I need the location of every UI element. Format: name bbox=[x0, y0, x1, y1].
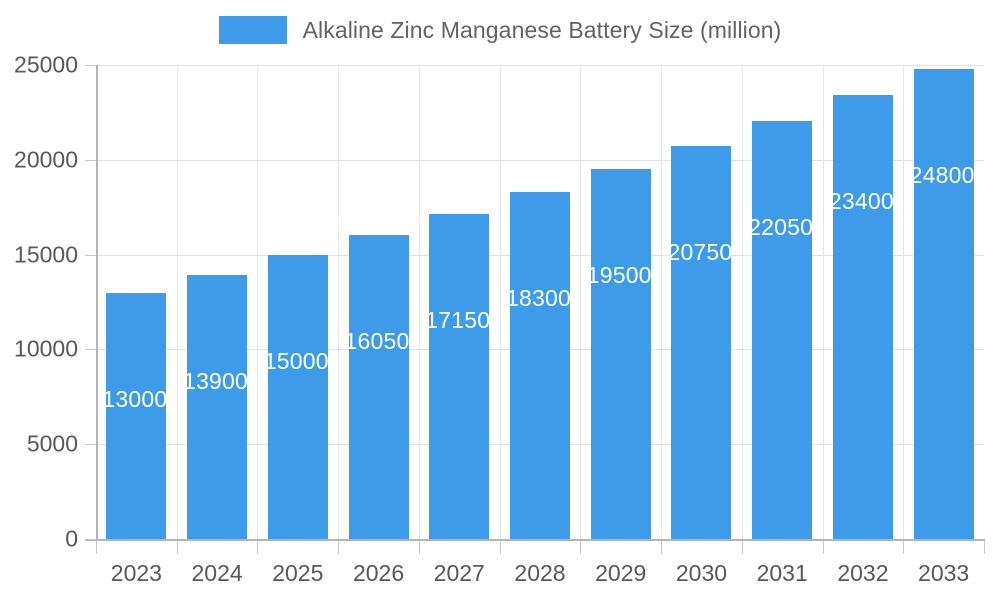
y-tick-mark bbox=[85, 349, 96, 351]
x-tick-label: 2025 bbox=[272, 560, 324, 586]
y-gridline bbox=[96, 65, 984, 66]
x-gridline bbox=[500, 65, 501, 539]
bar[interactable] bbox=[510, 192, 570, 539]
y-tick-label: 0 bbox=[65, 525, 78, 552]
y-tick-label: 5000 bbox=[26, 430, 78, 457]
x-tick-label: 2027 bbox=[433, 560, 485, 586]
bar[interactable] bbox=[590, 169, 651, 539]
x-gridline bbox=[419, 65, 420, 539]
y-tick-mark bbox=[85, 444, 96, 446]
x-tick-mark bbox=[822, 541, 824, 554]
bar[interactable] bbox=[106, 292, 167, 539]
x-gridline bbox=[661, 65, 662, 539]
y-gridline bbox=[96, 159, 984, 161]
chart-legend: Alkaline Zinc Manganese Battery Size (mi… bbox=[0, 10, 1000, 50]
x-tick-label: 2031 bbox=[756, 560, 808, 586]
x-tick-mark bbox=[96, 541, 97, 554]
x-tick-label: 2024 bbox=[191, 560, 243, 586]
x-tick-mark bbox=[661, 541, 663, 554]
legend-swatch-icon bbox=[218, 16, 287, 44]
x-gridline bbox=[177, 65, 178, 539]
x-gridline bbox=[580, 65, 581, 539]
x-tick-label: 2028 bbox=[514, 560, 566, 586]
x-tick-label: 2032 bbox=[837, 560, 889, 586]
x-tick-label: 2026 bbox=[352, 560, 405, 586]
y-tick-label: 20000 bbox=[14, 146, 78, 173]
x-tick-mark bbox=[418, 541, 420, 554]
x-tick-mark bbox=[499, 541, 501, 554]
bar[interactable] bbox=[348, 234, 409, 539]
y-tick-label: 10000 bbox=[14, 335, 78, 362]
y-tick-label: 25000 bbox=[14, 51, 78, 78]
x-tick-label: 2030 bbox=[675, 560, 728, 586]
y-tick-mark bbox=[85, 539, 96, 540]
bar[interactable] bbox=[671, 145, 732, 539]
bar[interactable] bbox=[429, 213, 490, 539]
bar[interactable] bbox=[752, 120, 813, 539]
x-tick-mark bbox=[580, 541, 582, 554]
y-axis-line bbox=[96, 65, 98, 540]
y-tick-mark bbox=[85, 254, 96, 256]
x-gridline bbox=[903, 65, 904, 539]
x-axis-line bbox=[85, 539, 985, 541]
y-tick-label: 15000 bbox=[14, 241, 78, 268]
x-tick-mark bbox=[984, 541, 985, 554]
y-tick-mark bbox=[85, 159, 96, 161]
x-tick-mark bbox=[176, 541, 178, 554]
x-gridline bbox=[257, 65, 258, 539]
x-tick-mark bbox=[741, 541, 743, 554]
y-tick-mark bbox=[85, 65, 96, 66]
bar[interactable] bbox=[832, 95, 893, 539]
x-tick-mark bbox=[338, 541, 340, 554]
legend-label: Alkaline Zinc Manganese Battery Size (mi… bbox=[302, 16, 782, 43]
bar[interactable] bbox=[913, 68, 974, 539]
x-tick-label: 2023 bbox=[110, 560, 162, 586]
x-gridline bbox=[742, 65, 743, 539]
plot-area: 13000 13900 15000 16050 17150 18300 19500 20750… bbox=[96, 65, 984, 540]
x-gridline bbox=[338, 65, 339, 539]
bar[interactable] bbox=[267, 254, 328, 539]
x-tick-label: 2029 bbox=[595, 560, 647, 586]
x-tick-mark bbox=[257, 541, 259, 554]
x-tick-mark bbox=[903, 541, 905, 554]
bar[interactable] bbox=[187, 275, 248, 539]
x-tick-label: 2033 bbox=[918, 560, 970, 586]
x-gridline bbox=[823, 65, 824, 539]
